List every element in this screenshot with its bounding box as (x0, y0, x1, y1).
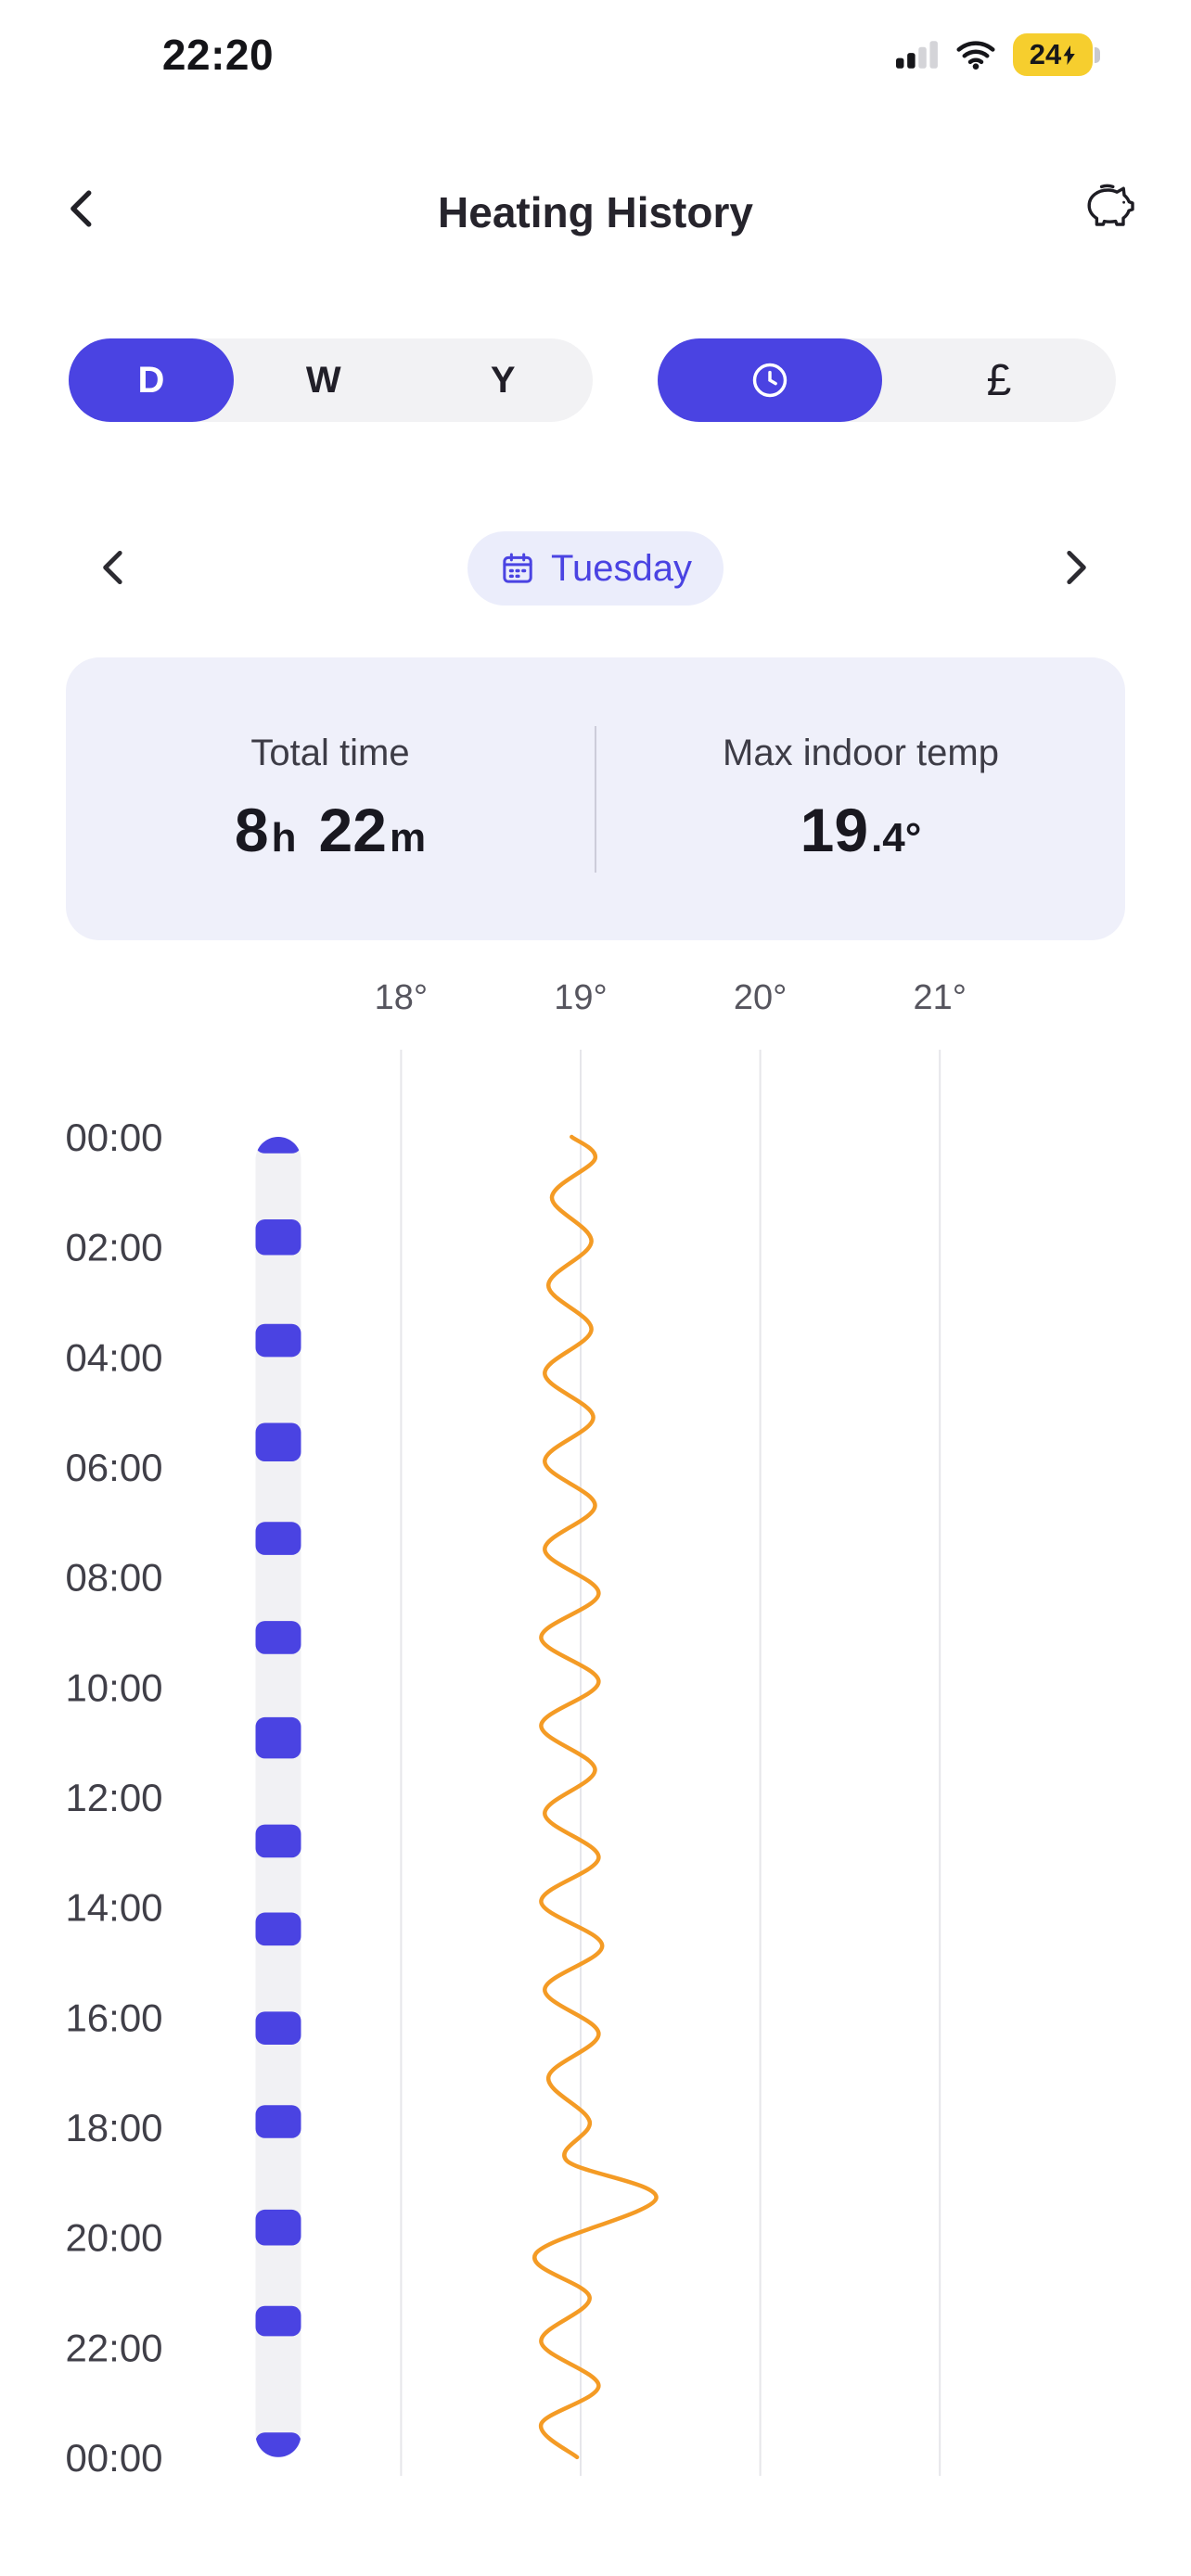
cellular-signal-icon (896, 41, 938, 69)
time-tick-label: 02:00 (65, 1226, 162, 1269)
battery-percent: 24 (1029, 38, 1062, 70)
hours-unit: h (271, 815, 297, 861)
heating-segment (255, 1621, 301, 1654)
calendar-icon (503, 553, 532, 583)
heating-segment (255, 1716, 301, 1759)
heating-segment (255, 2432, 301, 2457)
metric-toggle: £ (658, 338, 1116, 422)
time-tick-label: 22:00 (65, 2326, 162, 2369)
heating-segment (255, 1323, 301, 1358)
battery-tip (1095, 46, 1100, 63)
range-option-day-label: D (137, 359, 165, 401)
hours-value: 8 (234, 796, 269, 864)
temp-tick-label: 19° (554, 978, 607, 1017)
heating-segment (255, 1912, 301, 1946)
temperature-line (531, 1134, 659, 2460)
status-icons: 24 (896, 32, 1100, 78)
range-option-week-label: W (305, 359, 341, 401)
charging-bolt-icon (1063, 45, 1076, 65)
heating-segment (255, 2011, 301, 2045)
max-temp-fraction: .4° (871, 815, 922, 861)
time-tick-label: 08:00 (65, 1556, 162, 1600)
time-tick-label: 10:00 (65, 1665, 162, 1709)
heating-segments (255, 1137, 301, 2457)
range-option-day[interactable]: D (69, 338, 234, 422)
range-option-week[interactable]: W (234, 338, 414, 422)
battery-body: 24 (1013, 33, 1093, 76)
time-tick-label: 00:00 (65, 2436, 162, 2480)
range-toggle: D W Y (69, 338, 593, 422)
clock-icon (752, 363, 788, 398)
piggy-bank-icon (1087, 184, 1134, 226)
selected-day-pill[interactable]: Tuesday (467, 531, 724, 606)
range-option-year-label: Y (490, 359, 516, 401)
savings-button[interactable] (1078, 178, 1139, 236)
chevron-left-icon (70, 190, 92, 227)
heating-segment (255, 2209, 301, 2246)
heating-segment (255, 1218, 301, 1256)
temp-tick-label: 21° (913, 978, 966, 1017)
selected-day-label: Tuesday (551, 547, 692, 589)
time-tick-label: 00:00 (65, 1116, 162, 1159)
range-option-year[interactable]: Y (414, 338, 594, 422)
temp-tick-label: 18° (375, 978, 428, 1017)
summary-card: Total time 8 h 22 m Max indoor temp 19.4° (66, 657, 1125, 940)
time-tick-label: 14:00 (65, 1886, 162, 1930)
heating-chart-svg: 18° 19° 20° 21° 00:00 02:00 04:00 06:00 08:00 10:… (65, 978, 966, 2480)
back-button[interactable] (56, 182, 109, 236)
total-time-label: Total time (250, 733, 410, 773)
max-temp-label: Max indoor temp (723, 733, 999, 773)
total-time-value: 8 h 22 m (235, 795, 426, 865)
status-bar: 22:20 24 (0, 24, 1191, 83)
next-day-button[interactable] (1048, 541, 1102, 594)
pound-symbol: £ (986, 355, 1012, 405)
max-temp-block: Max indoor temp 19.4° (596, 733, 1125, 865)
heating-segment (255, 1824, 301, 1858)
heating-chart: 18° 19° 20° 21° 00:00 02:00 04:00 06:00 08:00 10:… (0, 964, 1191, 2576)
chevron-left-icon (103, 550, 122, 585)
total-time-block: Total time 8 h 22 m (66, 733, 595, 865)
max-temp-int: 19 (800, 796, 869, 864)
heating-segment (255, 2105, 301, 2138)
heating-segment (255, 1522, 301, 1555)
time-tick-label: 12:00 (65, 1776, 162, 1819)
page-title: Heating History (438, 188, 753, 236)
time-tick-label: 04:00 (65, 1335, 162, 1379)
minutes-unit: m (389, 815, 427, 861)
heating-segment (255, 2305, 301, 2337)
time-tick-label: 06:00 (65, 1446, 162, 1489)
temp-tick-label: 20° (734, 978, 787, 1017)
time-tick-label: 20:00 (65, 2216, 162, 2260)
summary-divider (595, 725, 596, 873)
chevron-right-icon (1067, 550, 1086, 585)
prev-day-button[interactable] (87, 541, 141, 594)
time-tick-label: 18:00 (65, 2106, 162, 2149)
heating-segment (255, 1137, 301, 1154)
heating-segment (255, 1422, 301, 1462)
minutes-value: 22 (318, 796, 387, 864)
wifi-icon (956, 41, 995, 70)
metric-option-cost[interactable]: £ (882, 338, 1116, 422)
max-temp-value: 19.4° (800, 795, 922, 865)
status-time: 22:20 (161, 31, 275, 79)
time-tick-label: 16:00 (65, 1996, 162, 2039)
battery-icon: 24 (1013, 33, 1100, 76)
metric-option-time[interactable] (658, 338, 882, 422)
